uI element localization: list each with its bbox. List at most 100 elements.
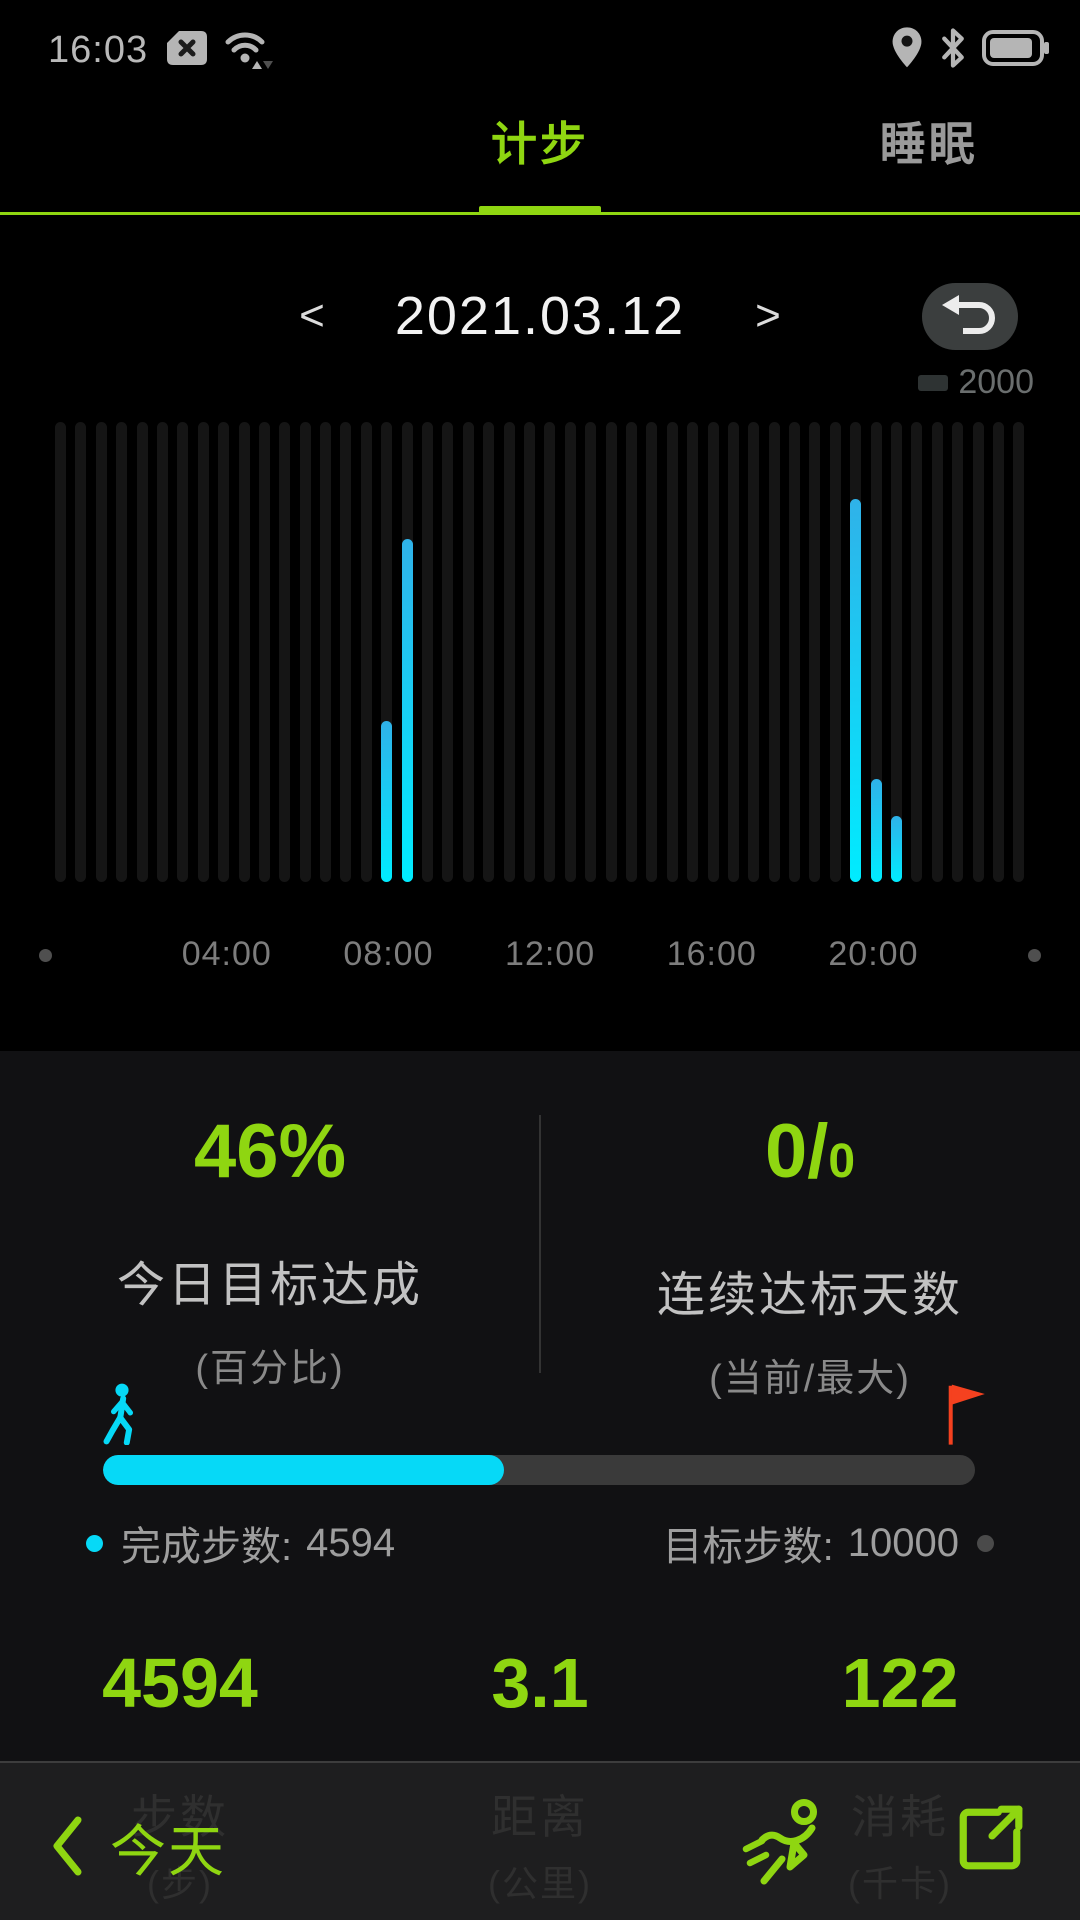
goal-percent-value: 46% (193, 1109, 347, 1194)
clock-time: 16:03 (48, 28, 149, 71)
steps-progress-row: 完成步数: 4594 目标步数: 10000 (86, 1513, 994, 1573)
run-mode-button[interactable] (742, 1797, 826, 1892)
chart-slot-bar (809, 422, 821, 882)
chart-slot-bar (299, 422, 311, 882)
chart-slot-bar (585, 422, 597, 882)
progress-track (103, 1455, 975, 1485)
chart-slot-bar (564, 422, 576, 882)
axis-tick-label: 16:00 (666, 935, 757, 973)
axis-tick-label: 08:00 (343, 935, 434, 973)
chart-axis: 04:00 08:00 12:00 16:00 20:00 (39, 935, 1041, 985)
chart-slot-bar (911, 422, 923, 882)
chart-slot-bar (605, 422, 617, 882)
chart-slot-bar (931, 422, 943, 882)
tab-steps[interactable]: 计步 (491, 118, 589, 170)
summary-calories-sublabel: (千卡) (848, 1863, 952, 1904)
axis-tick-label: 20:00 (828, 935, 919, 973)
chart-slot-bar (55, 422, 66, 882)
prev-day-button[interactable]: < (299, 283, 325, 349)
goal-flag-icon (946, 1383, 986, 1450)
chart-slot-bar (360, 422, 372, 882)
share-button[interactable] (955, 1803, 1025, 1876)
chart-slot-bar (850, 422, 862, 882)
summary-calories-column: 122 消耗 (千卡) (720, 1643, 1080, 1907)
walker-icon (100, 1383, 144, 1450)
status-bar: 16:03 (0, 0, 1080, 90)
back-to-today-button[interactable] (922, 283, 1018, 350)
chart-slot-bar (727, 422, 739, 882)
stats-panel: 46% 今日目标达成 (百分比) 0/0 连续达标天数 (当前/最大) (0, 1051, 1080, 1920)
chart-slot-bar (116, 422, 128, 882)
summary-distance-value: 3.1 (491, 1644, 589, 1722)
axis-left-dot (39, 949, 52, 962)
runner-icon (742, 1799, 826, 1892)
chart-slot-bar (340, 422, 352, 882)
chart-slot-bar (829, 422, 841, 882)
chart-slot-bar (544, 422, 556, 882)
chart-slot-bar (156, 422, 168, 882)
chart-slot-bar (952, 422, 964, 882)
chart-slot-bar (442, 422, 454, 882)
chart-slot-bar (972, 422, 984, 882)
axis-tick-label: 04:00 (181, 935, 272, 973)
bluetooth-icon (938, 26, 968, 75)
chart-slot-bar (870, 422, 882, 882)
chart-slot-bar (891, 422, 903, 882)
chart-slot-bar (687, 422, 699, 882)
tab-bar: 计步 睡眠 (0, 90, 1080, 215)
chart-slot-bar (238, 422, 250, 882)
chart-slot-bar (258, 422, 270, 882)
chart-slot-bar (503, 422, 515, 882)
chart-slot-bar (768, 422, 780, 882)
streak-sublabel: (当前/最大) (709, 1358, 911, 1400)
back-button-label: 今天 (110, 1820, 226, 1883)
progress-fill (103, 1455, 505, 1485)
summary-steps-sublabel: (步) (147, 1863, 213, 1904)
date-display: 2021.03.12 (394, 286, 686, 346)
chart-legend: 2000 (918, 363, 1034, 402)
active-tab-indicator (479, 206, 601, 215)
axis-tick-label: 12:00 (505, 935, 596, 973)
chart-slot-bar (401, 422, 413, 882)
bottom-action-bar: 今天 (0, 1761, 1080, 1920)
next-day-button[interactable]: > (755, 283, 781, 349)
chart-slot-bar (1013, 422, 1025, 882)
goal-stats: 46% 今日目标达成 (百分比) 0/0 连续达标天数 (当前/最大) (0, 1109, 1080, 1402)
chart-slot-bar (992, 422, 1004, 882)
completed-steps-value: 4594 (306, 1520, 396, 1565)
chart-bars[interactable] (55, 422, 1025, 882)
progress-icons-row (100, 1383, 986, 1446)
chart-slot-bar (748, 422, 760, 882)
summary-distance-label: 距离 (491, 1791, 589, 1843)
streak-label: 连续达标天数 (656, 1269, 963, 1322)
summary-steps-value: 4594 (102, 1644, 258, 1722)
chart-slot-bar (789, 422, 801, 882)
legend-swatch (918, 374, 949, 391)
sim-missing-icon (164, 27, 210, 74)
chart-slot-bar (95, 422, 107, 882)
summary-steps-column: 4594 步数 (步) (0, 1643, 360, 1907)
chart-slot-bar (523, 422, 535, 882)
date-navigation: < 2021.03.12 > (0, 283, 1080, 353)
chart-slot-bar (381, 422, 393, 882)
chart-slot-bar (177, 422, 189, 882)
chart-slot-bar (625, 422, 637, 882)
goal-percent-label: 今日目标达成 (116, 1259, 423, 1312)
tab-sleep[interactable]: 睡眠 (879, 118, 978, 170)
goal-steps-dot (977, 1534, 994, 1552)
goal-steps-value: 10000 (847, 1520, 959, 1565)
share-icon (955, 1805, 1025, 1876)
battery-icon (982, 29, 1050, 72)
chart-slot-bar (483, 422, 495, 882)
chart-slot-bar (320, 422, 332, 882)
chart-slot-bar (75, 422, 87, 882)
chart-slot-bar (707, 422, 719, 882)
summary-distance-column: 3.1 距离 (公里) (360, 1643, 720, 1907)
back-today-button[interactable]: 今天 (50, 1807, 226, 1888)
chart-slot-bar (646, 422, 658, 882)
completed-steps-dot (86, 1534, 103, 1552)
chart-slot-bar (197, 422, 209, 882)
chart-slot-bar (666, 422, 678, 882)
goal-percent-sublabel: (百分比) (195, 1348, 345, 1390)
summary-calories-value: 122 (841, 1644, 959, 1722)
